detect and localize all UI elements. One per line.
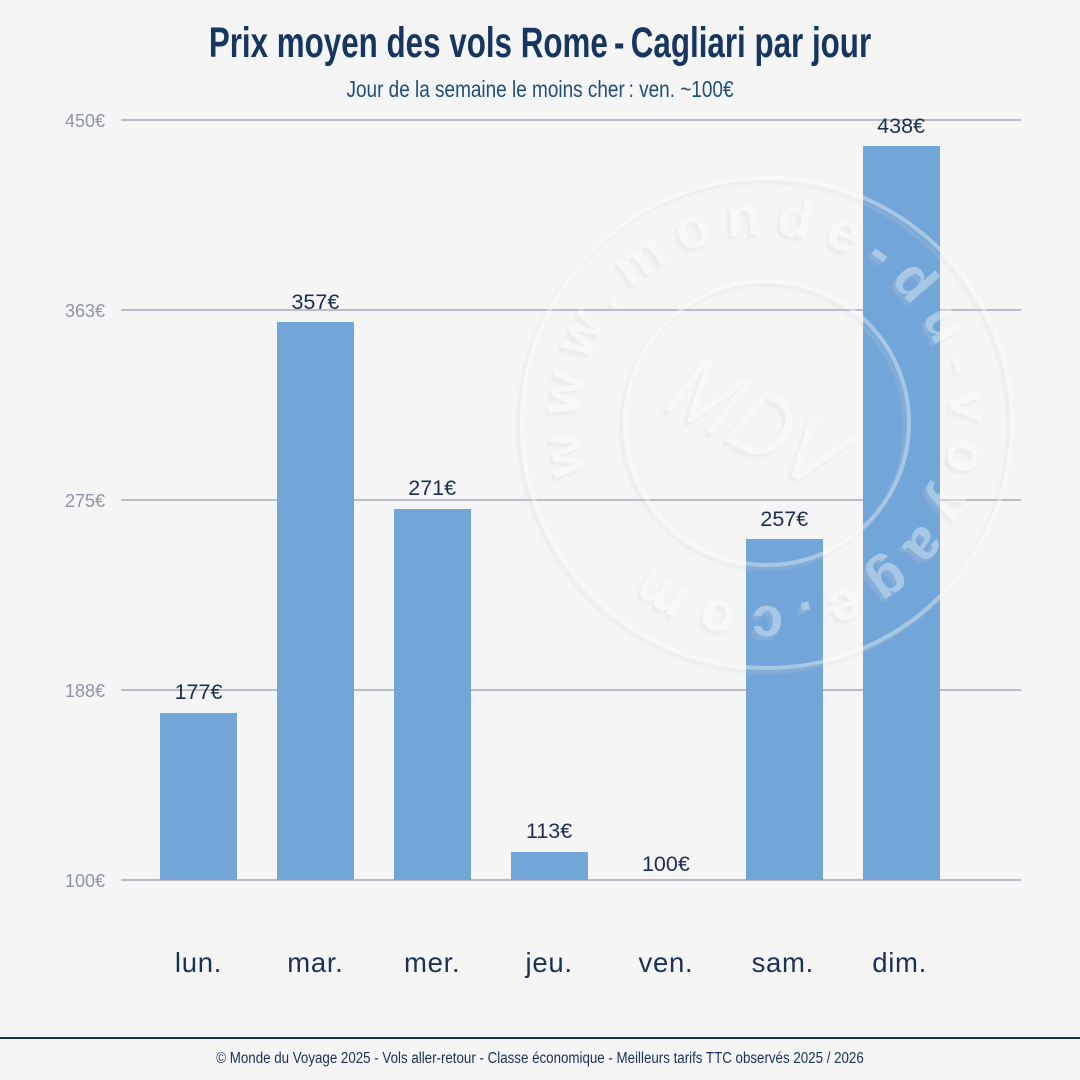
svg-text:MDV: MDV xyxy=(653,333,868,513)
svg-text:www.monde-du-voyage.com -: www.monde-du-voyage.com - xyxy=(0,0,1080,700)
